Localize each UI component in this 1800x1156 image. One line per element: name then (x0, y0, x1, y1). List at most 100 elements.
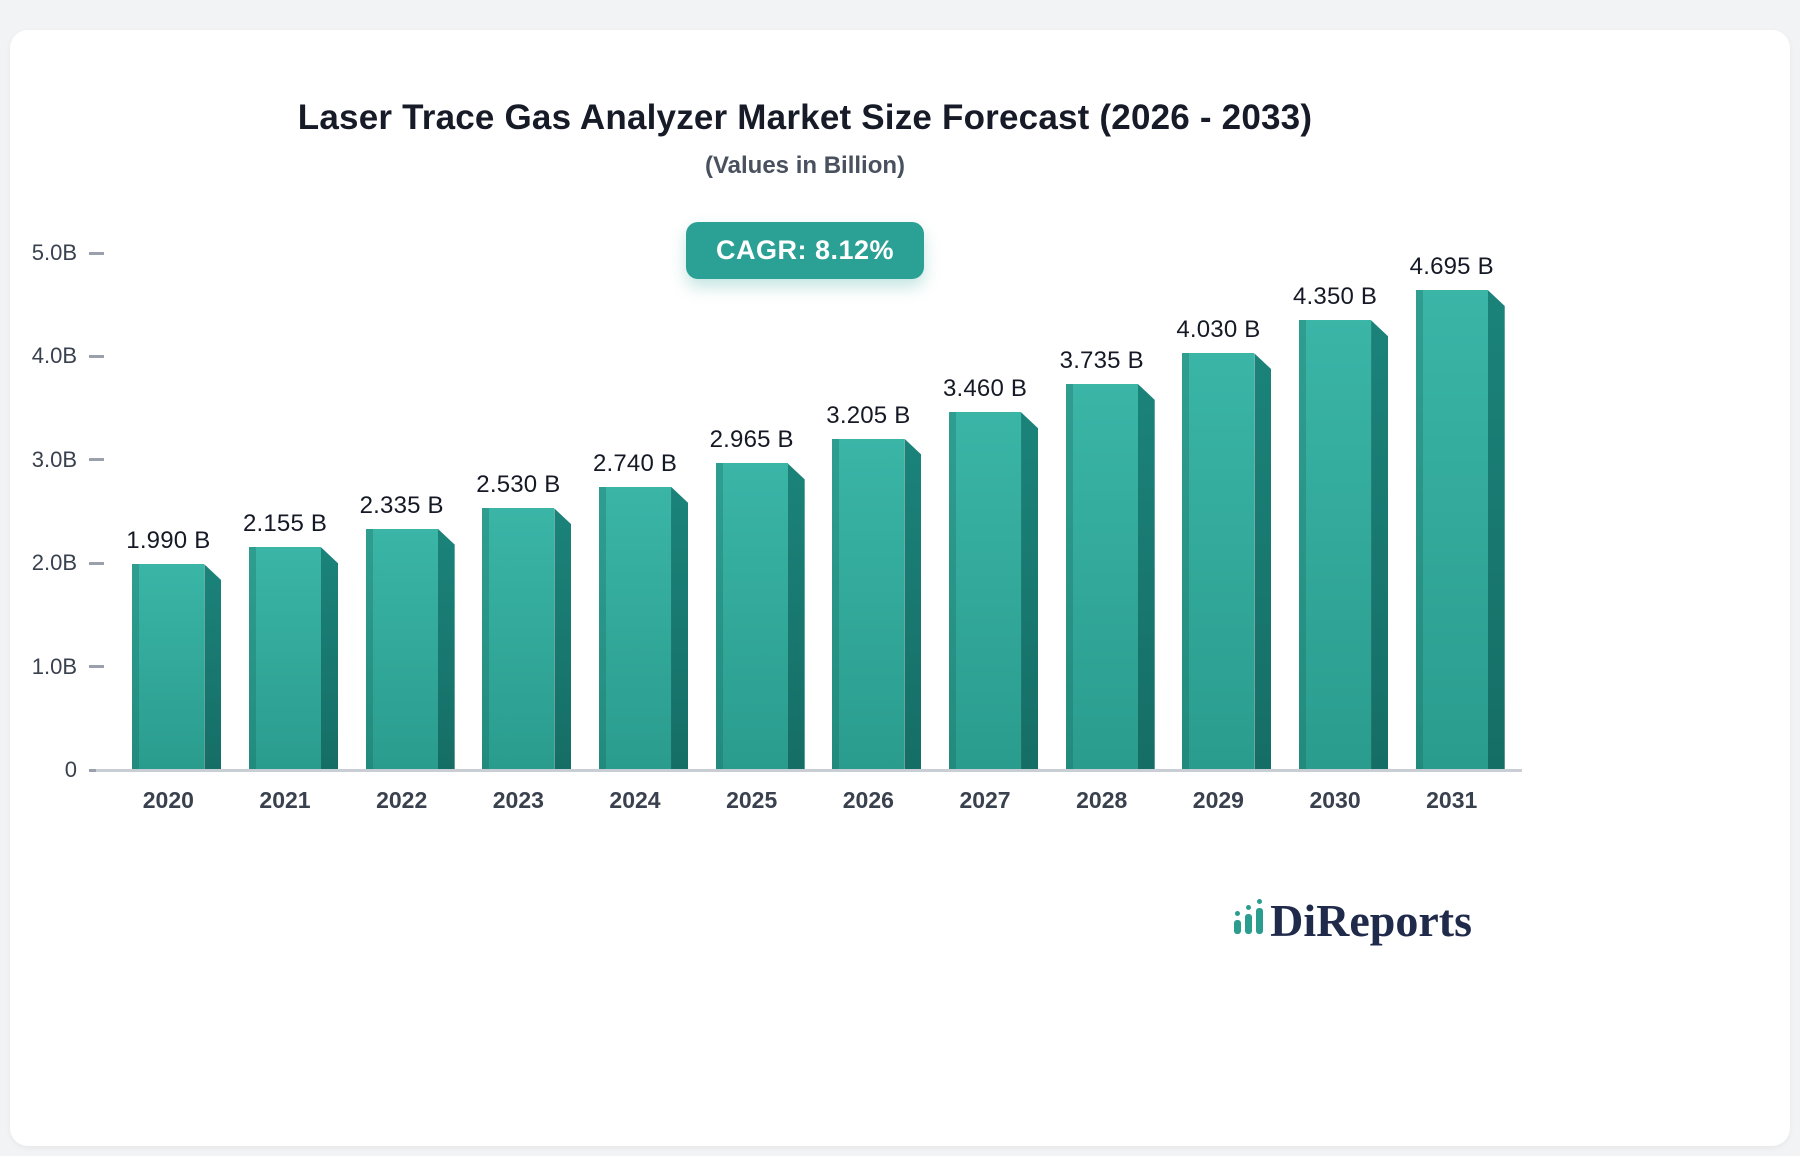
y-axis-tick-label: 2.0B (31, 550, 77, 576)
bar-value-label: 2.965 B (709, 426, 794, 454)
bar-side-face (437, 528, 455, 770)
y-axis-tick-mark (89, 458, 104, 462)
y-axis-tick-mark (89, 561, 104, 565)
bar-front-face (832, 438, 905, 770)
x-axis-label: 2025 (726, 787, 778, 813)
bar-front-face (1182, 353, 1255, 770)
y-axis-tick: 4.0B (32, 343, 104, 369)
bar-value-label: 3.460 B (942, 375, 1028, 403)
bar-column: 3.205 B 2026 (810, 253, 927, 813)
bar-side-face (1021, 412, 1039, 770)
y-axis-tick: 5.0B (32, 240, 104, 266)
x-axis-label: 2021 (259, 787, 311, 813)
bar-front-face (1415, 290, 1488, 770)
bar (599, 486, 689, 770)
bar-side-face (321, 547, 338, 770)
y-axis-tick: 1.0B (32, 654, 104, 680)
bar-side-face (1137, 383, 1155, 770)
bar-value-label: 4.030 B (1176, 316, 1261, 344)
bar-column: 4.030 B 2029 (1160, 253, 1277, 813)
y-axis-tick-mark (89, 665, 104, 669)
bar (132, 564, 222, 770)
bar-chart-icon-bar (1234, 911, 1242, 934)
y-axis-tick-mark (89, 251, 104, 255)
bar-column: 2.155 B 2021 (227, 253, 344, 813)
bar (249, 547, 338, 770)
bar-value-label: 4.350 B (1292, 283, 1378, 311)
y-axis-tick: 3.0B (32, 447, 104, 473)
cagr-badge-wrap: CAGR: 8.12% (100, 222, 1510, 279)
bar-column: 2.965 B 2025 (693, 253, 810, 813)
x-axis-label: 2024 (609, 787, 661, 813)
x-axis-label: 2030 (1309, 787, 1361, 813)
x-axis-label: 2029 (1192, 787, 1244, 813)
bar (482, 508, 572, 770)
brand-name: DiReports (1270, 895, 1472, 946)
bar-chart-icon-bar (1256, 899, 1264, 934)
bar-side-face (554, 508, 572, 770)
brand-logo: DiReports (1234, 898, 1472, 944)
bar-value-label: 2.155 B (242, 510, 328, 538)
y-axis-tick-label: 5.0B (31, 240, 77, 265)
bar-side-face (787, 463, 805, 770)
bar-column: 1.990 B 2020 (110, 253, 227, 813)
chart-title: Laser Trace Gas Analyzer Market Size For… (297, 98, 1313, 137)
bar-front-face (715, 463, 788, 770)
bars-row: 1.990 B 2020 2.155 B 2021 2.335 B 2022 2.530 B… (110, 253, 1510, 813)
bar-front-face (365, 528, 438, 770)
chart-subtitle: (Values in Billion) (704, 152, 906, 179)
x-axis-label: 2026 (842, 787, 894, 813)
y-axis-tick-mark (89, 354, 104, 358)
plot-area: 5.0B 4.0B 3.0B 2.0B 1.0B 0 1.990 B 2020 2.155 B… (32, 240, 1522, 813)
bar-column: 4.695 B 2031 (1393, 253, 1510, 813)
bar (949, 412, 1039, 770)
bar-column: 4.350 B 2030 (1277, 253, 1394, 813)
bar-chart-icon (1234, 899, 1264, 944)
bar-front-face (482, 508, 555, 770)
bar (832, 438, 922, 770)
bar-front-face (599, 486, 672, 770)
bar-value-label: 2.530 B (476, 471, 561, 499)
y-axis-tick-label: 3.0B (31, 446, 77, 472)
bar-side-face (671, 486, 689, 770)
x-axis-label: 2031 (1426, 787, 1478, 813)
bar-side-face (1371, 320, 1389, 770)
x-axis-label: 2023 (492, 787, 544, 813)
y-axis-tick-label: 0 (64, 757, 77, 782)
x-axis-label: 2027 (959, 787, 1011, 813)
bar-value-label: 2.335 B (359, 491, 444, 519)
bar-value-label: 2.740 B (592, 449, 678, 477)
bar (1299, 320, 1389, 770)
bar-front-face (249, 547, 321, 770)
bar-column: 2.740 B 2024 (577, 253, 694, 813)
x-axis-label: 2020 (142, 787, 194, 813)
bar-column: 2.530 B 2023 (460, 253, 577, 813)
bar-front-face (132, 564, 205, 770)
bar-column: 3.460 B 2027 (927, 253, 1044, 813)
x-axis-label: 2028 (1076, 787, 1128, 813)
x-axis-label: 2022 (376, 787, 428, 813)
cagr-badge: CAGR: 8.12% (685, 222, 925, 279)
y-axis-tick: 2.0B (32, 550, 104, 576)
bar-value-label: 3.205 B (826, 401, 911, 429)
bar-value-label: 1.990 B (126, 527, 211, 555)
bar-column: 3.735 B 2028 (1043, 253, 1160, 813)
chart-card: Laser Trace Gas Analyzer Market Size For… (10, 30, 1790, 1146)
bar-front-face (949, 412, 1022, 770)
bar-side-face (1254, 353, 1272, 770)
bar-side-face (204, 564, 222, 770)
y-axis-tick-label: 4.0B (31, 343, 77, 369)
bar (715, 463, 805, 770)
bar-front-face (1065, 383, 1138, 770)
bar-front-face (1299, 320, 1372, 770)
bar-side-face (1487, 290, 1505, 770)
bar (1182, 353, 1272, 770)
bar (1065, 383, 1155, 770)
bar (365, 528, 455, 770)
y-axis-tick-label: 1.0B (31, 653, 77, 679)
bar-chart-icon-bar (1245, 905, 1253, 934)
bar-value-label: 3.735 B (1059, 346, 1144, 374)
bar (1415, 290, 1505, 770)
x-axis-line (96, 769, 1522, 772)
bar-side-face (904, 438, 922, 770)
